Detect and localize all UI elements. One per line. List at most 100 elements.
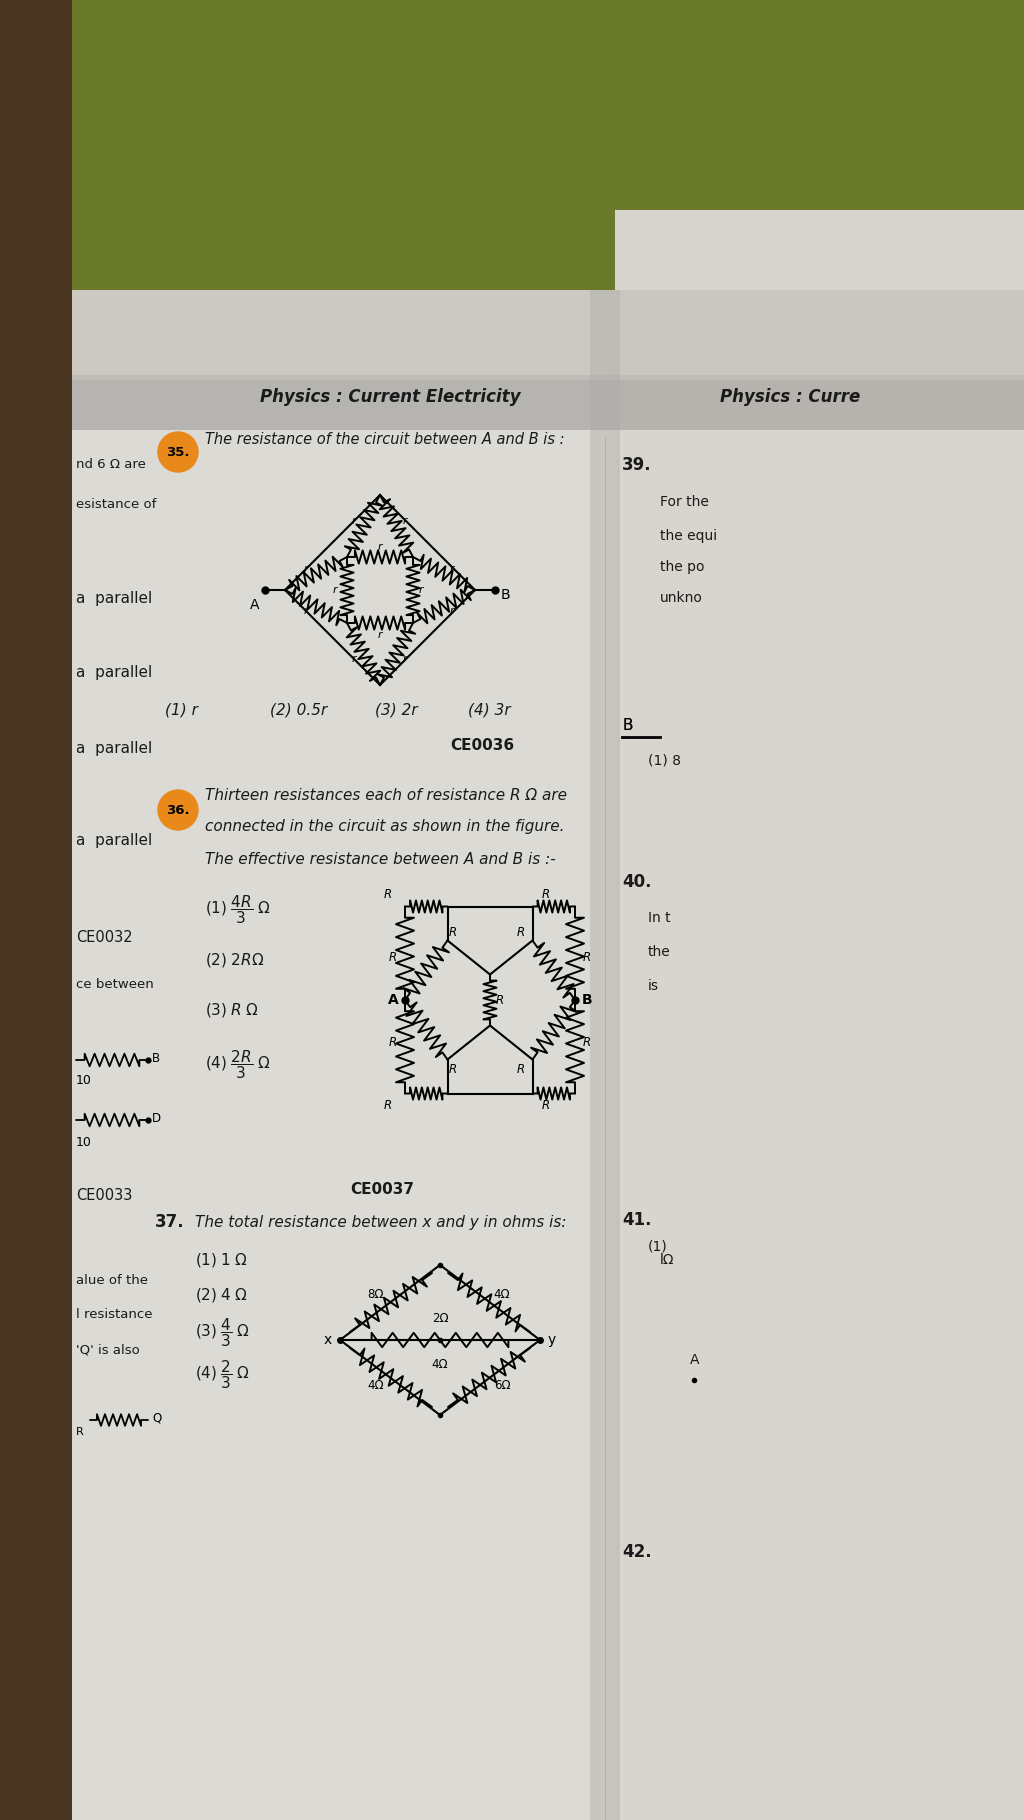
- Text: 4Ω: 4Ω: [368, 1380, 384, 1392]
- Text: r: r: [304, 606, 308, 617]
- Text: The resistance of the circuit between A and B is :: The resistance of the circuit between A …: [205, 433, 564, 448]
- Text: $(4)\;\dfrac{2}{3}\;\Omega$: $(4)\;\dfrac{2}{3}\;\Omega$: [195, 1358, 250, 1390]
- Text: D: D: [152, 1112, 161, 1125]
- Text: CE0036: CE0036: [450, 737, 514, 752]
- Text: (2) 0.5r: (2) 0.5r: [270, 703, 328, 717]
- Text: r: r: [333, 584, 337, 595]
- Text: a  parallel: a parallel: [76, 832, 153, 848]
- Text: R: R: [384, 1099, 392, 1112]
- Text: 41.: 41.: [622, 1210, 651, 1228]
- Text: 6Ω: 6Ω: [494, 1380, 510, 1392]
- Text: For the: For the: [660, 495, 709, 510]
- Text: r: r: [419, 584, 423, 595]
- Text: B: B: [152, 1052, 160, 1065]
- Text: R: R: [583, 952, 591, 965]
- Text: R: R: [583, 1036, 591, 1048]
- Text: alue of the: alue of the: [76, 1274, 148, 1287]
- Text: R: R: [389, 1036, 397, 1048]
- Text: B: B: [622, 717, 633, 732]
- Text: r: r: [402, 517, 407, 526]
- Bar: [0, 0, 72, 1820]
- Circle shape: [158, 790, 198, 830]
- Text: y: y: [548, 1332, 556, 1347]
- Text: r: r: [351, 517, 355, 526]
- Text: 39.: 39.: [622, 457, 651, 473]
- Text: A: A: [388, 994, 398, 1006]
- Text: is: is: [648, 979, 659, 994]
- Bar: [0, 0, 1024, 289]
- Bar: [72, 289, 615, 1820]
- Text: the: the: [648, 945, 671, 959]
- Text: The effective resistance between A and B is :-: The effective resistance between A and B…: [205, 852, 556, 866]
- Text: r: r: [351, 653, 355, 664]
- Text: R: R: [542, 1099, 549, 1112]
- Text: 10: 10: [76, 1136, 92, 1148]
- Text: (1) r: (1) r: [165, 703, 198, 717]
- Bar: [72, 289, 615, 380]
- Text: Q: Q: [152, 1412, 161, 1425]
- Text: A: A: [690, 1352, 699, 1367]
- Text: r: r: [378, 630, 382, 641]
- Text: R: R: [384, 888, 392, 901]
- Text: $(1)\;\dfrac{4R}{3}\;\Omega$: $(1)\;\dfrac{4R}{3}\;\Omega$: [205, 894, 270, 926]
- Text: $(1)\;1\;\Omega$: $(1)\;1\;\Omega$: [195, 1250, 248, 1269]
- Text: r: r: [450, 564, 455, 573]
- Bar: [615, 375, 1024, 430]
- Text: The total resistance between x and y in ohms is:: The total resistance between x and y in …: [195, 1214, 566, 1230]
- Text: the equi: the equi: [660, 530, 717, 542]
- Text: R: R: [389, 952, 397, 965]
- Text: $(4)\;\dfrac{2R}{3}\;\Omega$: $(4)\;\dfrac{2R}{3}\;\Omega$: [205, 1048, 270, 1081]
- Text: In t: In t: [648, 912, 671, 925]
- Text: lΩ: lΩ: [660, 1252, 675, 1267]
- Text: r: r: [378, 542, 382, 551]
- Text: x: x: [324, 1332, 332, 1347]
- Text: the po: the po: [660, 561, 705, 573]
- Text: B: B: [582, 994, 592, 1006]
- Text: R: R: [496, 994, 504, 1006]
- Text: CE0032: CE0032: [76, 930, 133, 946]
- Bar: [590, 289, 620, 1820]
- Text: r: r: [304, 564, 308, 573]
- Text: unkno: unkno: [660, 592, 702, 604]
- Text: 'Q' is also: 'Q' is also: [76, 1343, 139, 1356]
- Text: 42.: 42.: [622, 1543, 651, 1562]
- Bar: [615, 209, 1024, 1820]
- Text: 36.: 36.: [166, 803, 189, 817]
- Bar: [615, 289, 1024, 380]
- Text: (1) 8: (1) 8: [648, 753, 681, 766]
- Text: R: R: [542, 888, 549, 901]
- Text: r: r: [402, 653, 407, 664]
- Text: (4) 3r: (4) 3r: [468, 703, 511, 717]
- Text: R: R: [449, 1063, 457, 1076]
- Text: Physics : Curre: Physics : Curre: [720, 388, 860, 406]
- Text: l resistance: l resistance: [76, 1309, 153, 1321]
- Text: R: R: [76, 1427, 84, 1438]
- Text: a  parallel: a parallel: [76, 590, 153, 606]
- Text: $(3)\;\dfrac{4}{3}\;\Omega$: $(3)\;\dfrac{4}{3}\;\Omega$: [195, 1316, 250, 1349]
- Text: R: R: [516, 926, 524, 939]
- Text: 4Ω: 4Ω: [494, 1289, 510, 1301]
- Text: R: R: [516, 1063, 524, 1076]
- Text: ce between: ce between: [76, 979, 154, 992]
- Text: CE0037: CE0037: [350, 1183, 414, 1198]
- Text: 10: 10: [76, 1074, 92, 1087]
- Text: 40.: 40.: [622, 874, 651, 892]
- Text: connected in the circuit as shown in the figure.: connected in the circuit as shown in the…: [205, 819, 564, 835]
- Text: R: R: [449, 926, 457, 939]
- Text: esistance of: esistance of: [76, 499, 157, 511]
- Text: a  parallel: a parallel: [76, 664, 153, 679]
- Circle shape: [158, 431, 198, 471]
- Text: (3) 2r: (3) 2r: [375, 703, 418, 717]
- Text: 4Ω: 4Ω: [432, 1358, 449, 1372]
- Text: Physics : Current Electricity: Physics : Current Electricity: [260, 388, 520, 406]
- Bar: [72, 375, 615, 430]
- Text: (1): (1): [648, 1239, 668, 1254]
- Text: CE0033: CE0033: [76, 1188, 132, 1203]
- Text: A: A: [250, 599, 260, 612]
- Text: Thirteen resistances each of resistance R Ω are: Thirteen resistances each of resistance …: [205, 788, 567, 803]
- Text: B: B: [622, 717, 633, 732]
- Text: B: B: [500, 588, 510, 602]
- Text: nd 6 Ω are: nd 6 Ω are: [76, 459, 145, 471]
- Text: 2Ω: 2Ω: [432, 1312, 449, 1325]
- Text: 37.: 37.: [155, 1212, 184, 1230]
